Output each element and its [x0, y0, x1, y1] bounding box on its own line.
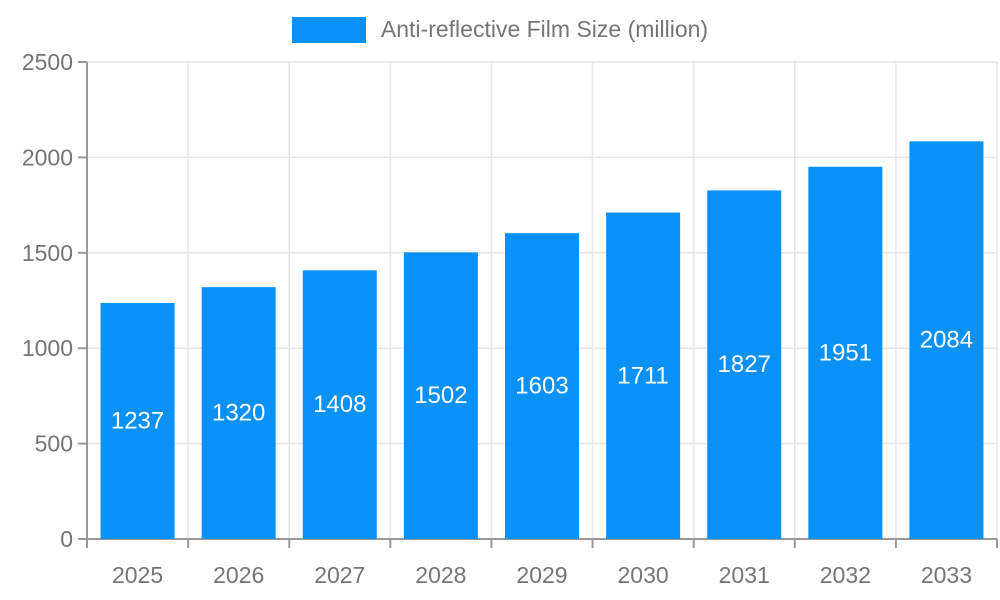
- bar-value-label: 1320: [212, 400, 265, 427]
- bar: [302, 270, 377, 539]
- x-axis-tick-label: 2028: [415, 562, 466, 588]
- bar-value-label: 1951: [819, 339, 872, 366]
- x-axis-tick-label: 2033: [921, 562, 972, 588]
- legend-swatch: [291, 16, 366, 43]
- y-axis-tick-label: 2500: [22, 49, 73, 75]
- legend-label: Anti-reflective Film Size (million): [380, 16, 709, 42]
- x-axis-tick-label: 2032: [820, 562, 871, 588]
- y-axis-tick-label: 1000: [22, 335, 73, 361]
- bar-value-label: 1502: [414, 382, 467, 409]
- x-axis-tick-label: 2029: [516, 562, 567, 588]
- bar-value-label: 2084: [920, 327, 973, 354]
- y-axis-tick-label: 500: [35, 431, 73, 457]
- bar: [505, 233, 579, 540]
- bar: [100, 302, 175, 539]
- y-axis-tick-label: 0: [60, 526, 73, 552]
- bar: [606, 212, 681, 539]
- y-axis-tick-label: 1500: [22, 240, 73, 266]
- x-axis-tick-label: 2030: [618, 562, 669, 588]
- x-axis-tick-label: 2031: [719, 562, 770, 588]
- y-axis-tick-label: 2000: [22, 144, 73, 170]
- bar: [201, 287, 276, 539]
- x-axis-tick-label: 2026: [213, 562, 264, 588]
- bar-value-label: 1711: [617, 362, 669, 389]
- bar-value-label: 1603: [515, 373, 568, 400]
- chart-legend: Anti-reflective Film Size (million): [0, 16, 1000, 43]
- x-axis-tick-label: 2025: [112, 562, 163, 588]
- bar: [707, 190, 782, 540]
- bar: [403, 252, 478, 539]
- bar: [909, 141, 984, 539]
- bar: [808, 166, 883, 539]
- bar-value-label: 1408: [313, 391, 366, 418]
- x-axis-tick-label: 2027: [314, 562, 365, 588]
- bar-value-label: 1237: [111, 407, 164, 434]
- bar-value-label: 1827: [718, 351, 771, 378]
